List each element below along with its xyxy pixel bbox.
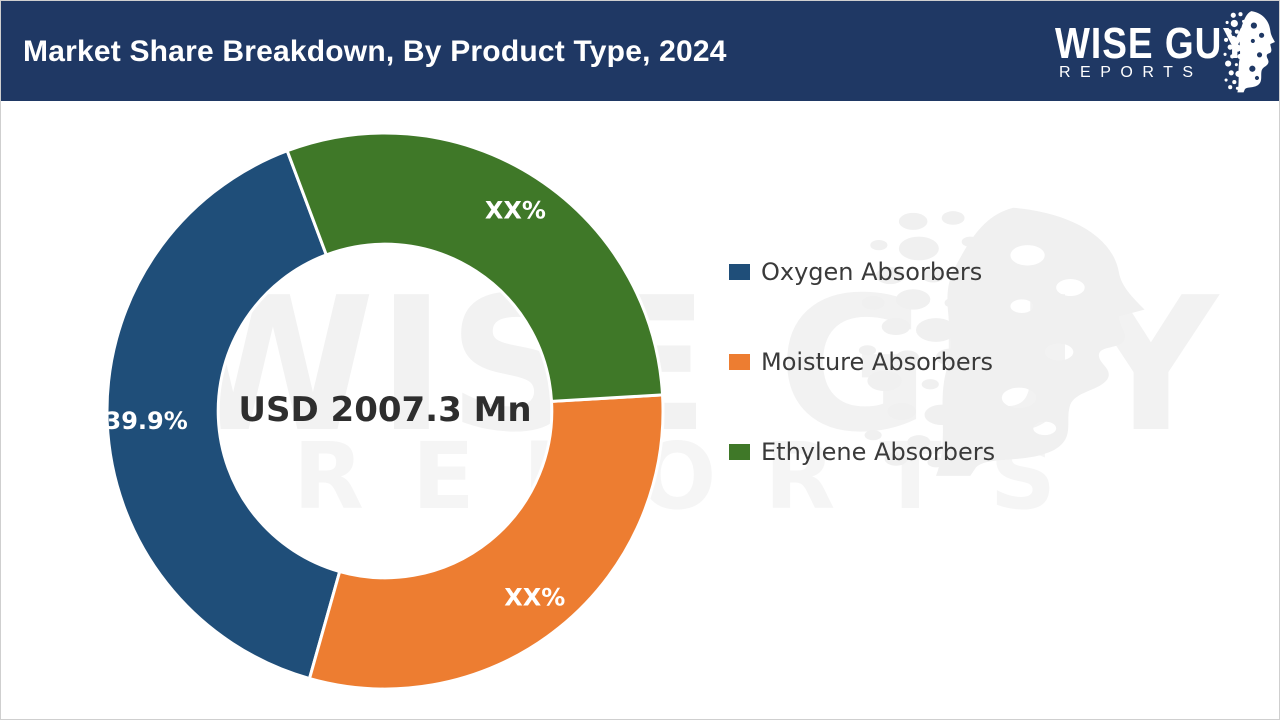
- pie-slice-ethylene-absorbers: [285, 131, 665, 403]
- legend-swatch: [729, 354, 750, 370]
- legend-item-oxygen-absorbers: Oxygen Absorbers: [729, 247, 982, 297]
- logo-wordmark: WISE GUY: [1055, 19, 1249, 68]
- legend-swatch: [729, 444, 750, 460]
- legend-label: Moisture Absorbers: [761, 348, 993, 376]
- legend-swatch: [729, 264, 750, 280]
- logo-subtext: REPORTS: [1059, 64, 1203, 81]
- pie-slice-moisture-absorbers: [307, 393, 665, 691]
- watermark-reports-text: REPORTS: [293, 423, 1105, 530]
- wise-guy-face-icon: [1223, 11, 1275, 93]
- slice-percentage-label: XX%: [485, 197, 546, 225]
- header: Market Share Breakdown, By Product Type,…: [1, 1, 1279, 101]
- page-title: Market Share Breakdown, By Product Type,…: [23, 35, 727, 68]
- slice-percentage-label: 39.9%: [105, 407, 188, 435]
- donut-chart: 39.9% XX% XX%: [105, 131, 665, 691]
- slice-percentage-label: XX%: [504, 583, 565, 611]
- pie-slice-oxygen-absorbers: [105, 149, 342, 681]
- legend-item-ethylene-absorbers: Ethylene Absorbers: [729, 427, 995, 477]
- legend-item-moisture-absorbers: Moisture Absorbers: [729, 337, 993, 387]
- legend-label: Ethylene Absorbers: [761, 438, 996, 466]
- wise-guy-logo: WISE GUY REPORTS: [1027, 1, 1275, 101]
- legend-label: Oxygen Absorbers: [761, 258, 983, 286]
